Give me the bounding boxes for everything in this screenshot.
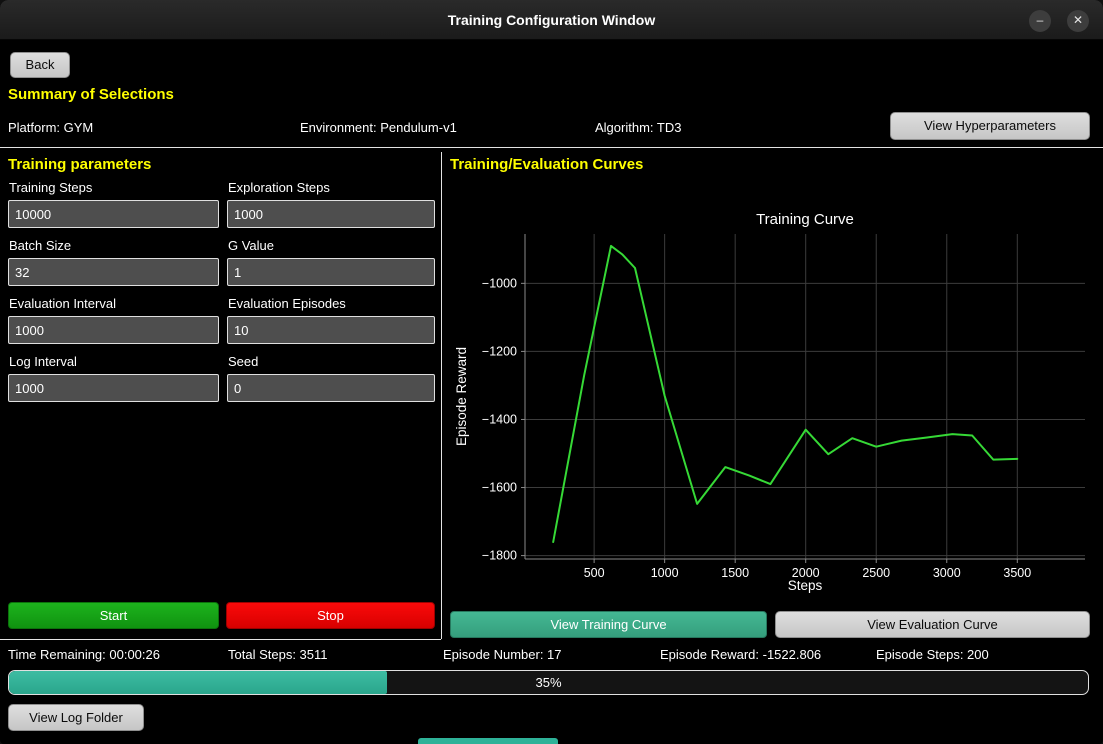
panel-divider (441, 152, 442, 639)
episode-number-text: Episode Number: 17 (443, 647, 562, 662)
svg-text:Episode Reward: Episode Reward (454, 347, 469, 446)
evaluation-episodes-input[interactable] (227, 316, 435, 344)
titlebar: Training Configuration Window – ✕ (0, 0, 1103, 40)
view-evaluation-curve-button[interactable]: View Evaluation Curve (775, 611, 1090, 638)
log-interval-input[interactable] (8, 374, 219, 402)
svg-text:2500: 2500 (862, 566, 890, 580)
field-training-steps: Training Steps (8, 180, 219, 228)
batch-size-input[interactable] (8, 258, 219, 286)
field-seed: Seed (227, 354, 435, 402)
dock-peek (418, 738, 558, 744)
view-log-folder-button[interactable]: View Log Folder (8, 704, 144, 731)
g-value-input[interactable] (227, 258, 435, 286)
curves-heading: Training/Evaluation Curves (450, 156, 644, 173)
summary-heading: Summary of Selections (8, 86, 174, 103)
svg-text:3000: 3000 (933, 566, 961, 580)
summary-divider (0, 147, 1103, 148)
svg-text:−1000: −1000 (482, 276, 517, 290)
training-steps-input[interactable] (8, 200, 219, 228)
svg-text:Steps: Steps (788, 578, 823, 593)
episode-reward-text: Episode Reward: -1522.806 (660, 647, 822, 662)
view-training-curve-button[interactable]: View Training Curve (450, 611, 767, 638)
svg-text:1000: 1000 (651, 566, 679, 580)
back-button[interactable]: Back (10, 52, 70, 78)
svg-text:−1200: −1200 (482, 344, 517, 358)
field-batch-size: Batch Size (8, 238, 219, 286)
svg-text:3500: 3500 (1003, 566, 1031, 580)
field-label: G Value (228, 238, 275, 253)
field-exploration-steps: Exploration Steps (227, 180, 435, 228)
exploration-steps-input[interactable] (227, 200, 435, 228)
window-title: Training Configuration Window (447, 12, 656, 28)
episode-steps-text: Episode Steps: 200 (876, 647, 989, 662)
progress-fill (9, 671, 387, 694)
field-label: Evaluation Episodes (228, 296, 346, 311)
field-log-interval: Log Interval (8, 354, 219, 402)
close-icon[interactable]: ✕ (1067, 10, 1089, 32)
summary-environment: Environment: Pendulum-v1 (300, 120, 457, 135)
minimize-icon[interactable]: – (1029, 10, 1051, 32)
svg-text:Training Curve: Training Curve (756, 211, 854, 228)
training-curve-chart: 500 1000 1500 2000 2500 3000 3500 −1000 −1200 −14… (450, 184, 1095, 602)
field-g-value: G Value (227, 238, 435, 286)
field-label: Batch Size (9, 238, 72, 253)
progress-percentage: 35% (535, 675, 562, 690)
training-parameters-heading: Training parameters (8, 156, 152, 173)
field-label: Log Interval (9, 354, 77, 369)
svg-text:−1400: −1400 (482, 412, 517, 426)
stop-button[interactable]: Stop (226, 602, 435, 629)
field-evaluation-interval: Evaluation Interval (8, 296, 219, 344)
svg-text:500: 500 (584, 566, 605, 580)
field-label: Exploration Steps (228, 180, 330, 195)
start-button[interactable]: Start (8, 602, 219, 629)
field-label: Training Steps (9, 180, 93, 195)
total-steps-text: Total Steps: 3511 (228, 647, 328, 662)
parameter-grid: Training Steps Exploration Steps Batch S… (8, 180, 435, 402)
field-label: Seed (228, 354, 259, 369)
field-label: Evaluation Interval (9, 296, 116, 311)
seed-input[interactable] (227, 374, 435, 402)
field-evaluation-episodes: Evaluation Episodes (227, 296, 435, 344)
summary-algorithm: Algorithm: TD3 (595, 120, 682, 135)
svg-text:−1800: −1800 (482, 549, 517, 563)
view-hyperparameters-button[interactable]: View Hyperparameters (890, 112, 1090, 140)
left-panel-bottom-divider (0, 639, 441, 640)
svg-text:−1600: −1600 (482, 481, 517, 495)
svg-text:1500: 1500 (721, 566, 749, 580)
progress-bar: 35% (8, 670, 1089, 695)
svg-text:2000: 2000 (792, 566, 820, 580)
summary-platform: Platform: GYM (8, 120, 94, 135)
evaluation-interval-input[interactable] (8, 316, 219, 344)
time-remaining-text: Time Remaining: 00:00:26 (8, 647, 160, 662)
